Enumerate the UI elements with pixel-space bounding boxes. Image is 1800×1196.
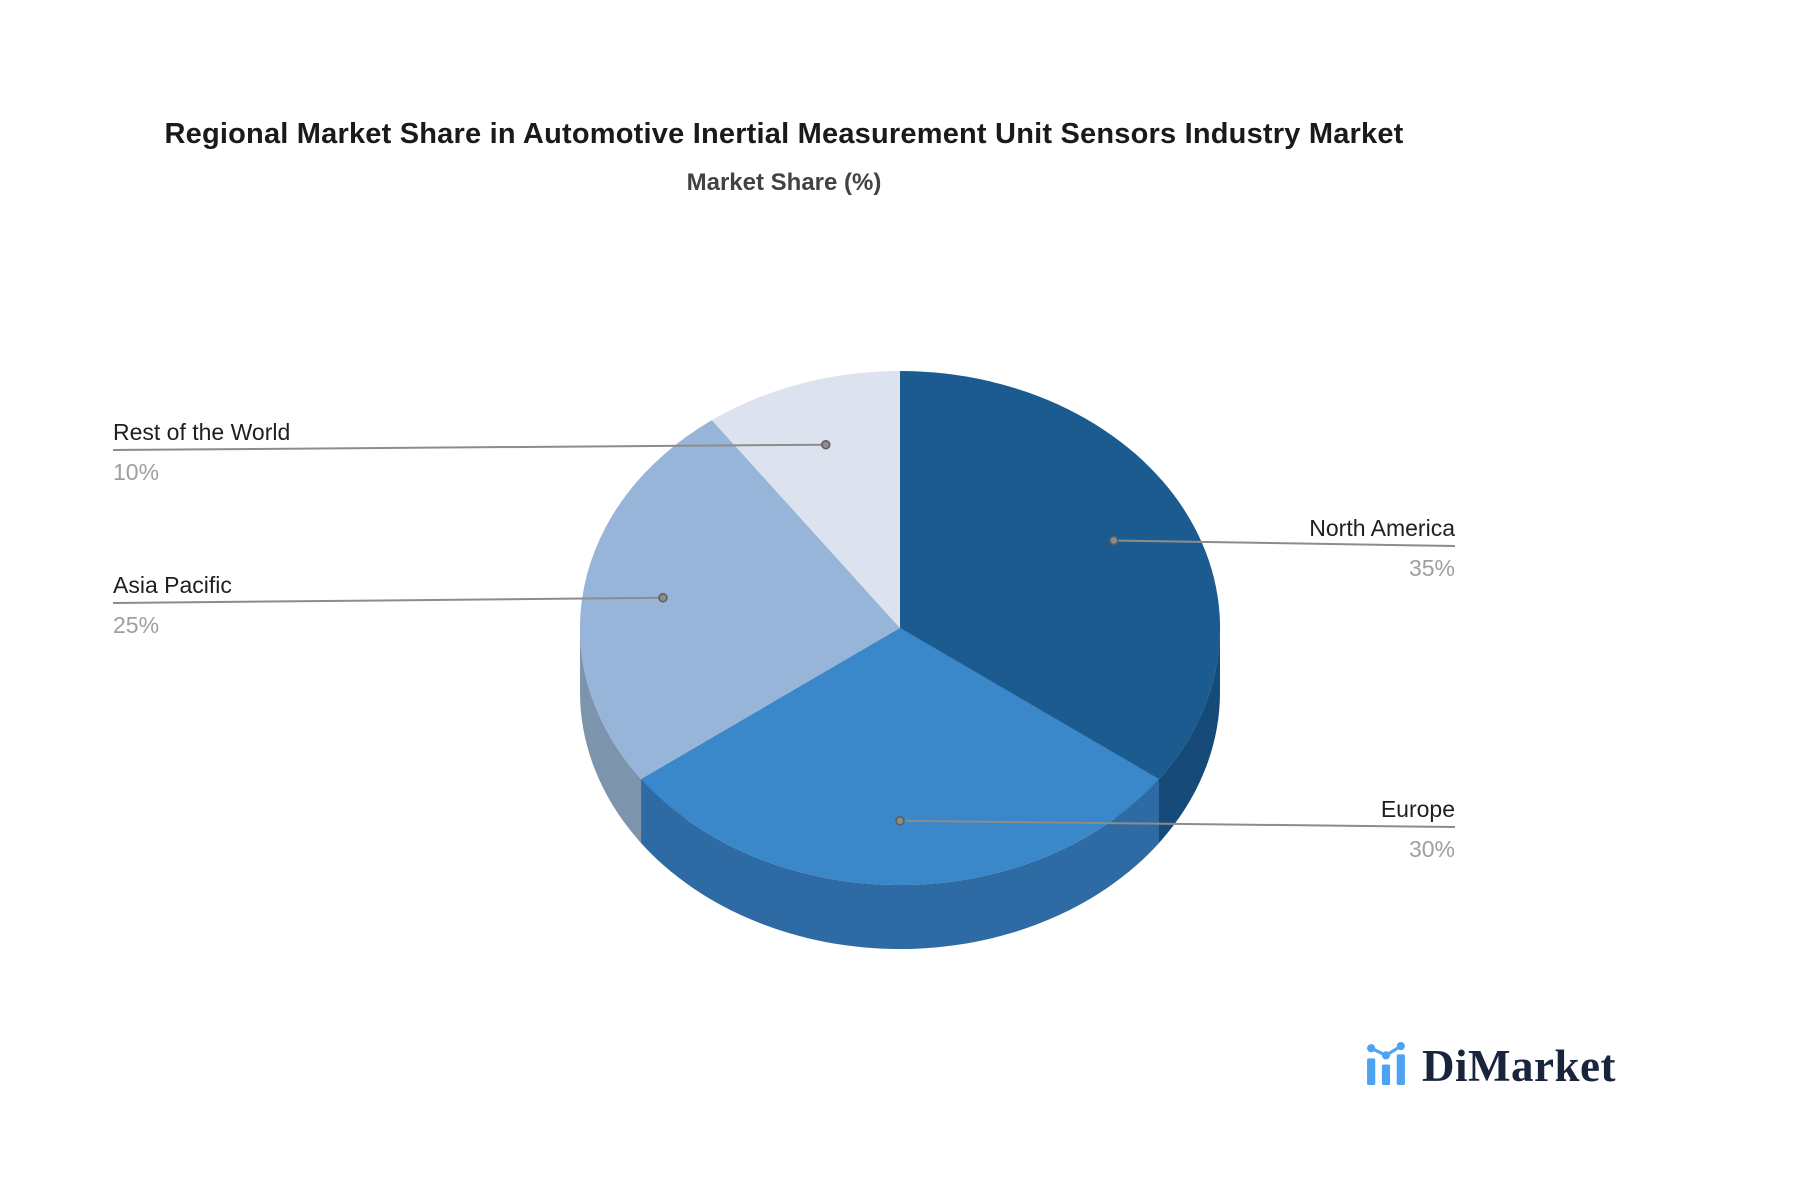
callout-europe: Europe 30% xyxy=(1381,795,1455,863)
brand-logo: DiMarket xyxy=(1366,1040,1616,1089)
pie-side-wall xyxy=(1158,628,1220,844)
callout-rest-of-the-world: Rest of the World 10% xyxy=(113,418,290,486)
callout-dot-north-america xyxy=(1109,535,1119,546)
slice-value-north-america: 35% xyxy=(1408,555,1455,581)
slice-value-rest-of-the-world: 10% xyxy=(113,459,160,485)
bar-line-chart-icon xyxy=(1367,1042,1405,1085)
callout-line-europe xyxy=(899,819,1456,828)
callout-dot-europe xyxy=(895,816,905,826)
chart-subtitle: Market Share (%) xyxy=(686,169,882,196)
chart-title: Regional Market Share in Automotive Iner… xyxy=(164,118,1404,150)
slice-label-europe: Europe xyxy=(1380,796,1455,822)
callout-line-asia-pacific xyxy=(112,596,664,604)
callout-north-america: North America 35% xyxy=(1309,514,1455,582)
slice-value-europe: 30% xyxy=(1408,836,1455,862)
slice-label-asia-pacific: Asia Pacific xyxy=(113,572,232,598)
pie-slice-europe xyxy=(641,628,1159,886)
callout-dot-rest-of-the-world xyxy=(821,439,831,450)
slice-label-rest-of-the-world: Rest of the World xyxy=(113,419,291,445)
slice-value-asia-pacific: 25% xyxy=(113,612,160,638)
pie-slice-north-america xyxy=(900,371,1221,780)
slice-label-north-america: North America xyxy=(1309,515,1455,541)
pie-side-wall xyxy=(580,628,642,844)
callout-dot-asia-pacific xyxy=(658,593,668,603)
pie-side-wall xyxy=(641,779,1159,950)
pie-slice-asia-pacific xyxy=(579,420,900,780)
pie-slice-rest-of-the-world xyxy=(711,371,900,628)
callout-asia-pacific: Asia Pacific 25% xyxy=(113,571,232,639)
brand-name: DiMarket xyxy=(1422,1041,1616,1091)
callout-line-rest-of-the-world xyxy=(112,443,826,451)
callout-line-north-america xyxy=(1113,539,1456,547)
